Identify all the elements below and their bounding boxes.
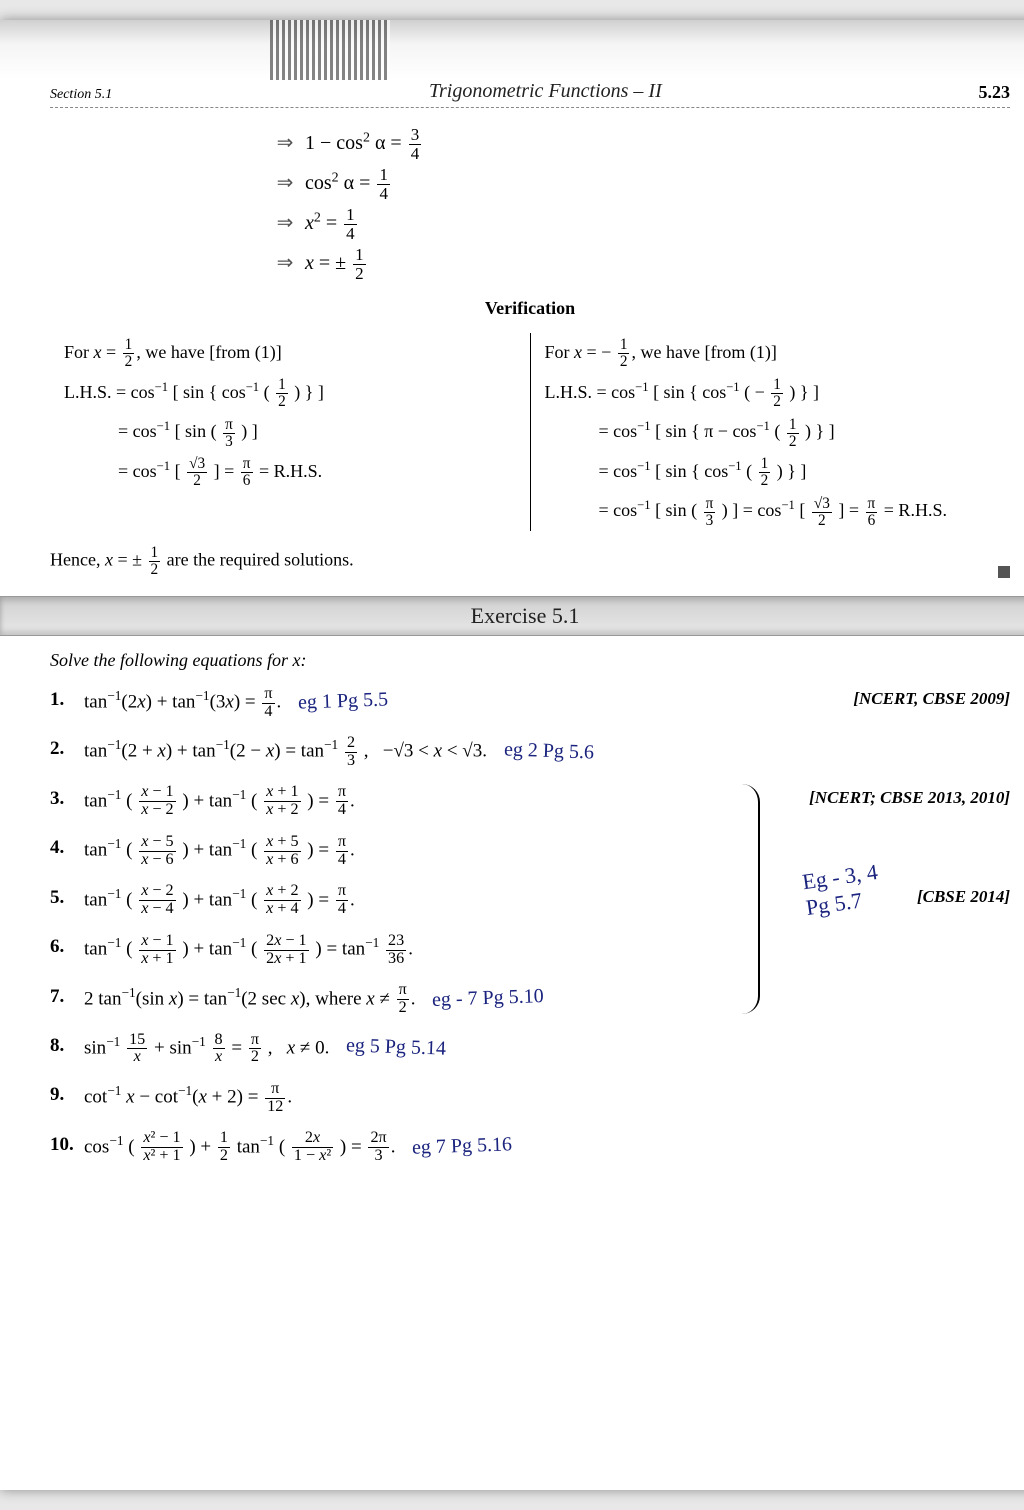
exercise-banner: Exercise 5.1 [0, 596, 1024, 636]
textbook-page: Section 5.1 Trigonometric Functions – II… [0, 20, 1024, 1490]
verification-heading: Verification [50, 298, 1010, 319]
verif-step: L.H.S. = cos−1 [ sin { cos−1 ( 12 ) } ] [64, 373, 516, 413]
problem: cot−1 x − cot−1(x + 2) = π12. [50, 1080, 1010, 1115]
derivation-line: ⇒ cos2 α = 14 [270, 163, 1010, 203]
handwritten-note: eg 7 Pg 5.16 [412, 1128, 513, 1163]
source-tag: [NCERT, CBSE 2009] [853, 685, 1010, 712]
source-tag: [NCERT; CBSE 2013, 2010] [809, 784, 1010, 811]
derivation-block: ⇒ 1 − cos2 α = 34 ⇒ cos2 α = 14 ⇒ x2 = 1… [270, 123, 1010, 283]
brace-group: Eg - 3, 4Pg 5.7 tan−1 ( x − 1x − 2 ) + t… [50, 784, 1010, 968]
problem: sin−1 15x + sin−1 8x = π2 , x ≠ 0. eg 5 … [50, 1031, 1010, 1066]
handwritten-note: eg 1 Pg 5.5 [298, 684, 389, 719]
problem: tan−1(2x) + tan−1(3x) = π4. eg 1 Pg 5.5 … [50, 685, 1010, 720]
qed-box [998, 566, 1010, 578]
page-number: 5.23 [979, 82, 1011, 103]
problem-list: tan−1(2x) + tan−1(3x) = π4. eg 1 Pg 5.5 … [50, 685, 1010, 1165]
problem: 2 tan−1(sin x) = tan−1(2 sec x), where x… [50, 982, 1010, 1017]
verification-left: For x = 12, we have [from (1)] L.H.S. = … [50, 333, 531, 531]
verif-intro: For x = 12, we have [from (1)] [64, 333, 516, 373]
problem: tan−1 ( x − 5x − 6 ) + tan−1 ( x + 5x + … [50, 833, 1010, 868]
running-header: Section 5.1 Trigonometric Functions – II… [50, 50, 1010, 108]
handwritten-note: eg 5 Pg 5.14 [346, 1030, 447, 1065]
source-tag: [CBSE 2014] [917, 883, 1010, 910]
problem: tan−1 ( x − 1x − 2 ) + tan−1 ( x + 1x + … [50, 784, 1010, 819]
chapter-title: Trigonometric Functions – II [112, 80, 978, 103]
verification-columns: For x = 12, we have [from (1)] L.H.S. = … [50, 333, 1010, 531]
verif-step: = cos−1 [ sin { π − cos−1 ( 12 ) } ] [545, 412, 997, 452]
problem: tan−1 ( x − 2x − 4 ) + tan−1 ( x + 2x + … [50, 883, 1010, 918]
derivation-line: ⇒ x2 = 14 [270, 203, 1010, 243]
handwritten-note: eg - 7 Pg 5.10 [432, 980, 545, 1016]
problem: tan−1 ( x − 1x + 1 ) + tan−1 ( 2x − 12x … [50, 932, 1010, 967]
verif-step: = cos−1 [ sin ( π3 ) ] [64, 412, 516, 452]
problem: cos−1 ( x² − 1x² + 1 ) + 12 tan−1 ( 2x1 … [50, 1130, 1010, 1165]
handwritten-note: eg 2 Pg 5.6 [503, 733, 594, 768]
derivation-line: ⇒ x = ± 12 [270, 243, 1010, 283]
verif-step: = cos−1 [ sin ( π3 ) ] = cos−1 [ √32 ] =… [545, 491, 997, 531]
derivation-line: ⇒ 1 − cos2 α = 34 [270, 123, 1010, 163]
verif-step: = cos−1 [ √32 ] = π6 = R.H.S. [64, 452, 516, 492]
conclusion: Hence, x = ± 12 are the required solutio… [50, 545, 1010, 578]
verif-step: L.H.S. = cos−1 [ sin { cos−1 ( − 12 ) } … [545, 373, 997, 413]
verif-intro: For x = − 12, we have [from (1)] [545, 333, 997, 373]
problem: tan−1(2 + x) + tan−1(2 − x) = tan−1 23 ,… [50, 734, 1010, 769]
exercise-instruction: Solve the following equations for x: [50, 650, 1010, 671]
verif-step: = cos−1 [ sin { cos−1 ( 12 ) } ] [545, 452, 997, 492]
section-label: Section 5.1 [50, 87, 112, 103]
verification-right: For x = − 12, we have [from (1)] L.H.S. … [531, 333, 1011, 531]
